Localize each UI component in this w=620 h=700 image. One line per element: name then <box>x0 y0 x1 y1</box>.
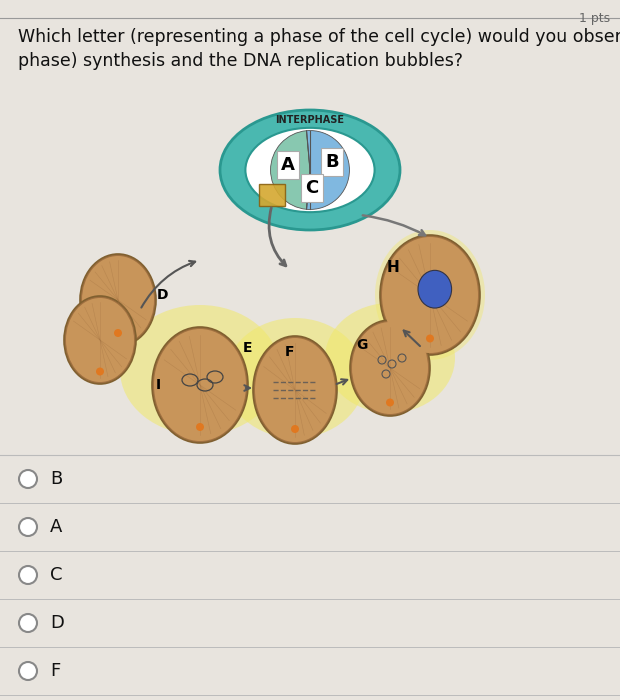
Ellipse shape <box>120 305 280 435</box>
Text: B: B <box>50 470 62 488</box>
Circle shape <box>196 423 204 431</box>
Text: C: C <box>50 566 63 584</box>
Wedge shape <box>306 131 350 209</box>
Ellipse shape <box>418 270 451 308</box>
Ellipse shape <box>225 318 365 438</box>
Ellipse shape <box>375 230 485 360</box>
Text: 1 pts: 1 pts <box>579 12 610 25</box>
Ellipse shape <box>64 296 136 384</box>
Circle shape <box>386 398 394 407</box>
Circle shape <box>19 518 37 536</box>
Text: B: B <box>325 153 339 171</box>
Ellipse shape <box>246 128 374 212</box>
Ellipse shape <box>154 329 246 441</box>
Text: A: A <box>281 156 295 174</box>
Ellipse shape <box>352 322 428 414</box>
Circle shape <box>114 329 122 337</box>
Text: D: D <box>156 288 168 302</box>
Ellipse shape <box>325 303 455 413</box>
Circle shape <box>291 425 299 433</box>
Text: E: E <box>243 341 253 355</box>
Ellipse shape <box>82 256 154 344</box>
FancyBboxPatch shape <box>259 184 285 206</box>
Circle shape <box>19 614 37 632</box>
Text: A: A <box>50 518 63 536</box>
Wedge shape <box>270 131 310 209</box>
Circle shape <box>19 662 37 680</box>
Circle shape <box>426 335 434 342</box>
Ellipse shape <box>380 235 480 355</box>
Text: H: H <box>387 260 399 276</box>
Text: C: C <box>306 179 319 197</box>
Ellipse shape <box>253 336 337 444</box>
Ellipse shape <box>152 327 248 443</box>
Circle shape <box>96 368 104 375</box>
Circle shape <box>19 470 37 488</box>
Text: INTERPHASE: INTERPHASE <box>275 115 345 125</box>
Ellipse shape <box>220 110 400 230</box>
Ellipse shape <box>350 320 430 416</box>
Text: I: I <box>156 378 161 392</box>
Ellipse shape <box>80 254 156 346</box>
Text: F: F <box>50 662 60 680</box>
Text: F: F <box>285 345 294 359</box>
Circle shape <box>19 566 37 584</box>
Text: Which letter (representing a phase of the cell cycle) would you observe (S
phase: Which letter (representing a phase of th… <box>18 28 620 69</box>
Text: G: G <box>356 338 368 352</box>
Ellipse shape <box>382 237 478 353</box>
Ellipse shape <box>255 338 335 442</box>
Ellipse shape <box>66 298 134 382</box>
Text: D: D <box>50 614 64 632</box>
